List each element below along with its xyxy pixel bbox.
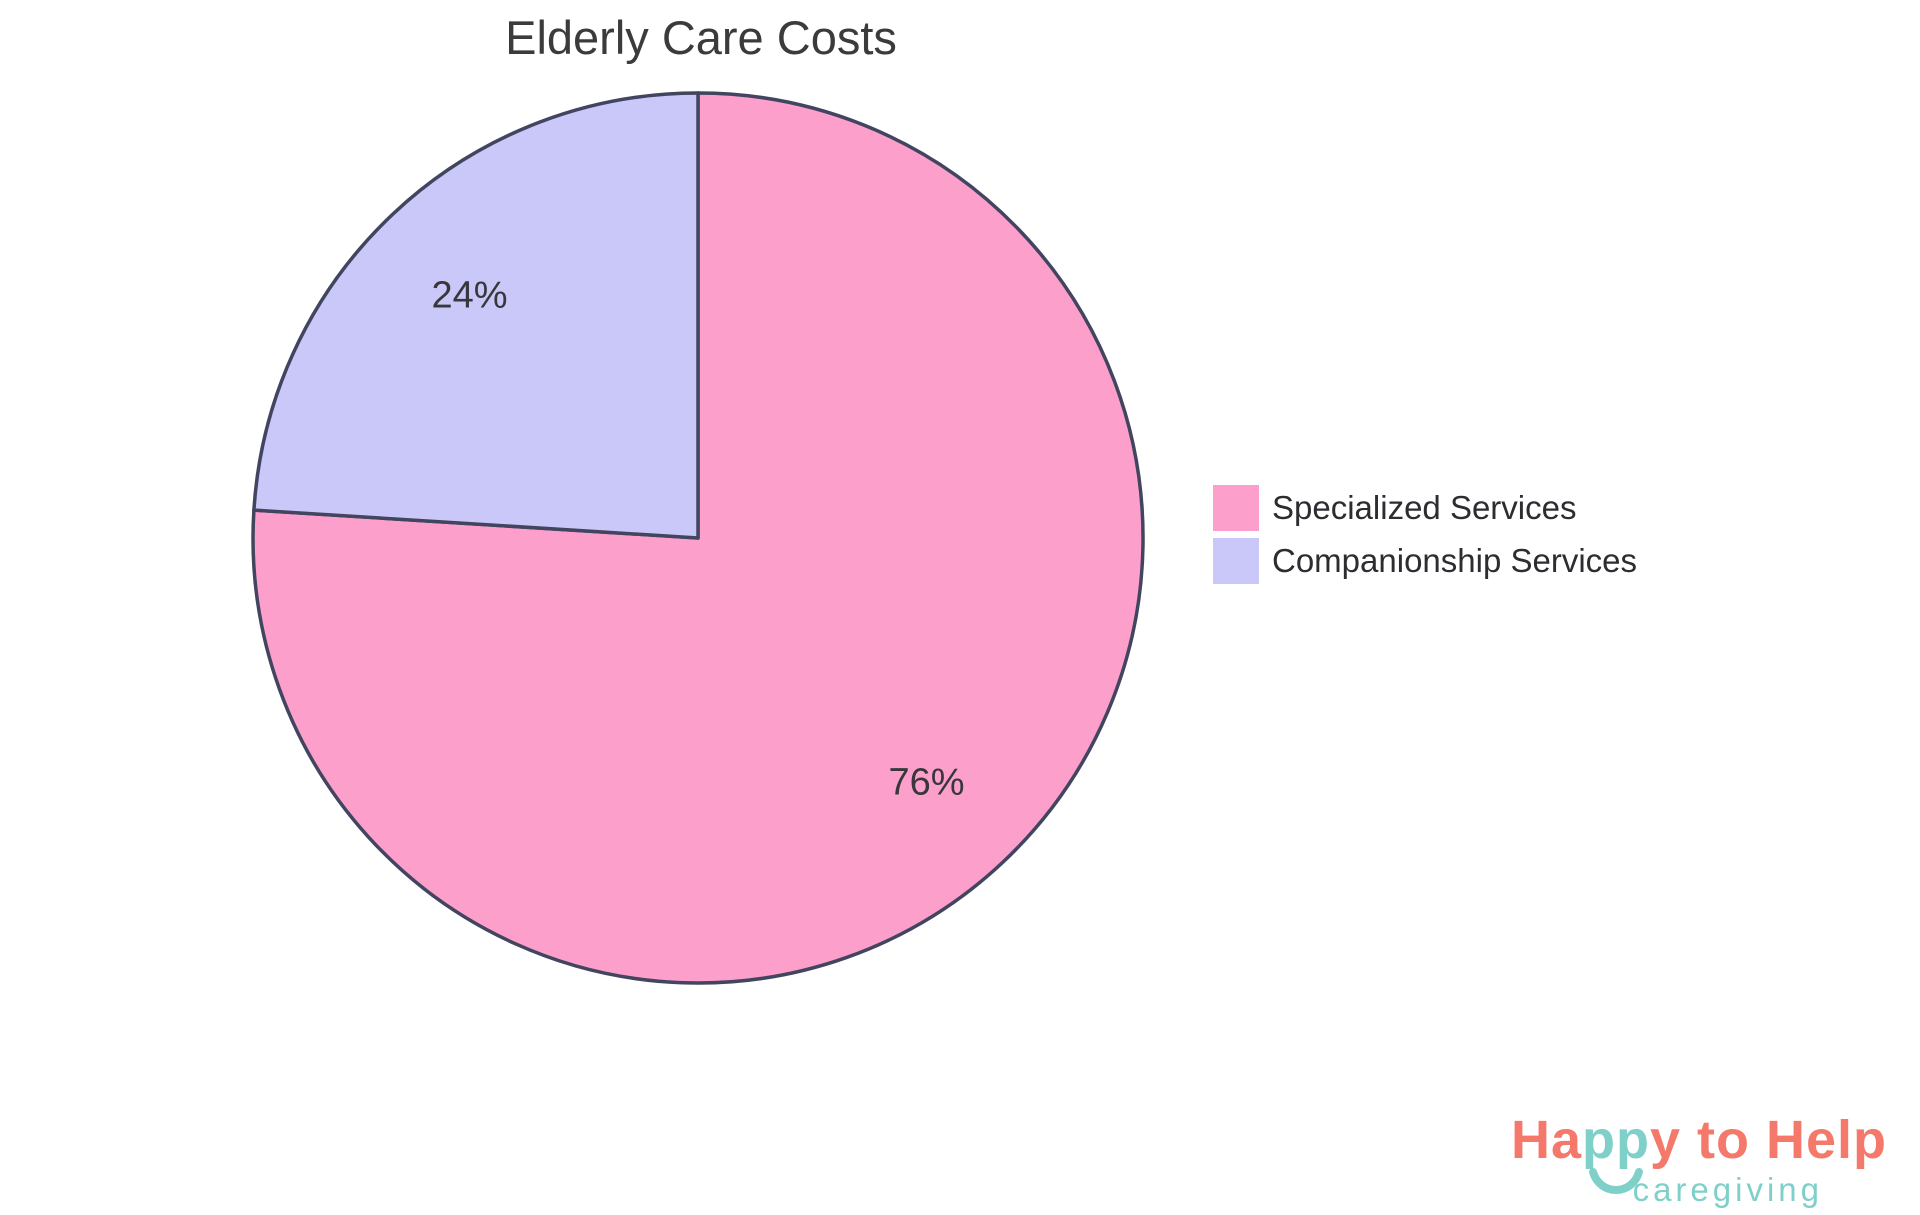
legend: Specialized Services Companionship Servi… xyxy=(1213,485,1637,591)
slice-percent-label-1: 24% xyxy=(431,275,507,317)
legend-item-companionship-services[interactable]: Companionship Services xyxy=(1213,538,1637,584)
legend-item-specialized-services[interactable]: Specialized Services xyxy=(1213,485,1637,531)
legend-label-companionship: Companionship Services xyxy=(1272,542,1638,579)
legend-swatch-companionship xyxy=(1213,538,1259,584)
logo-text-y-to-help: y to Help xyxy=(1649,1110,1887,1170)
logo-tagline: caregiving xyxy=(1632,1171,1823,1208)
logo-text-pp: pp xyxy=(1581,1110,1650,1170)
chart-title: Elderly Care Costs xyxy=(505,11,897,64)
logo-wordmark: Happ y to Help xyxy=(1510,1110,1887,1194)
slice-percent-label-0: 76% xyxy=(888,761,964,803)
logo-text-pp-wrap: pp xyxy=(1581,1110,1650,1194)
legend-label-specialized: Specialized Services xyxy=(1272,489,1577,526)
happy-to-help-logo: Happ y to Help caregiving xyxy=(1511,1113,1887,1209)
smile-icon xyxy=(1588,1168,1643,1194)
logo-text-ha: Ha xyxy=(1510,1110,1582,1170)
legend-swatch-specialized xyxy=(1213,485,1259,531)
pie-slice-1[interactable] xyxy=(252,91,700,540)
